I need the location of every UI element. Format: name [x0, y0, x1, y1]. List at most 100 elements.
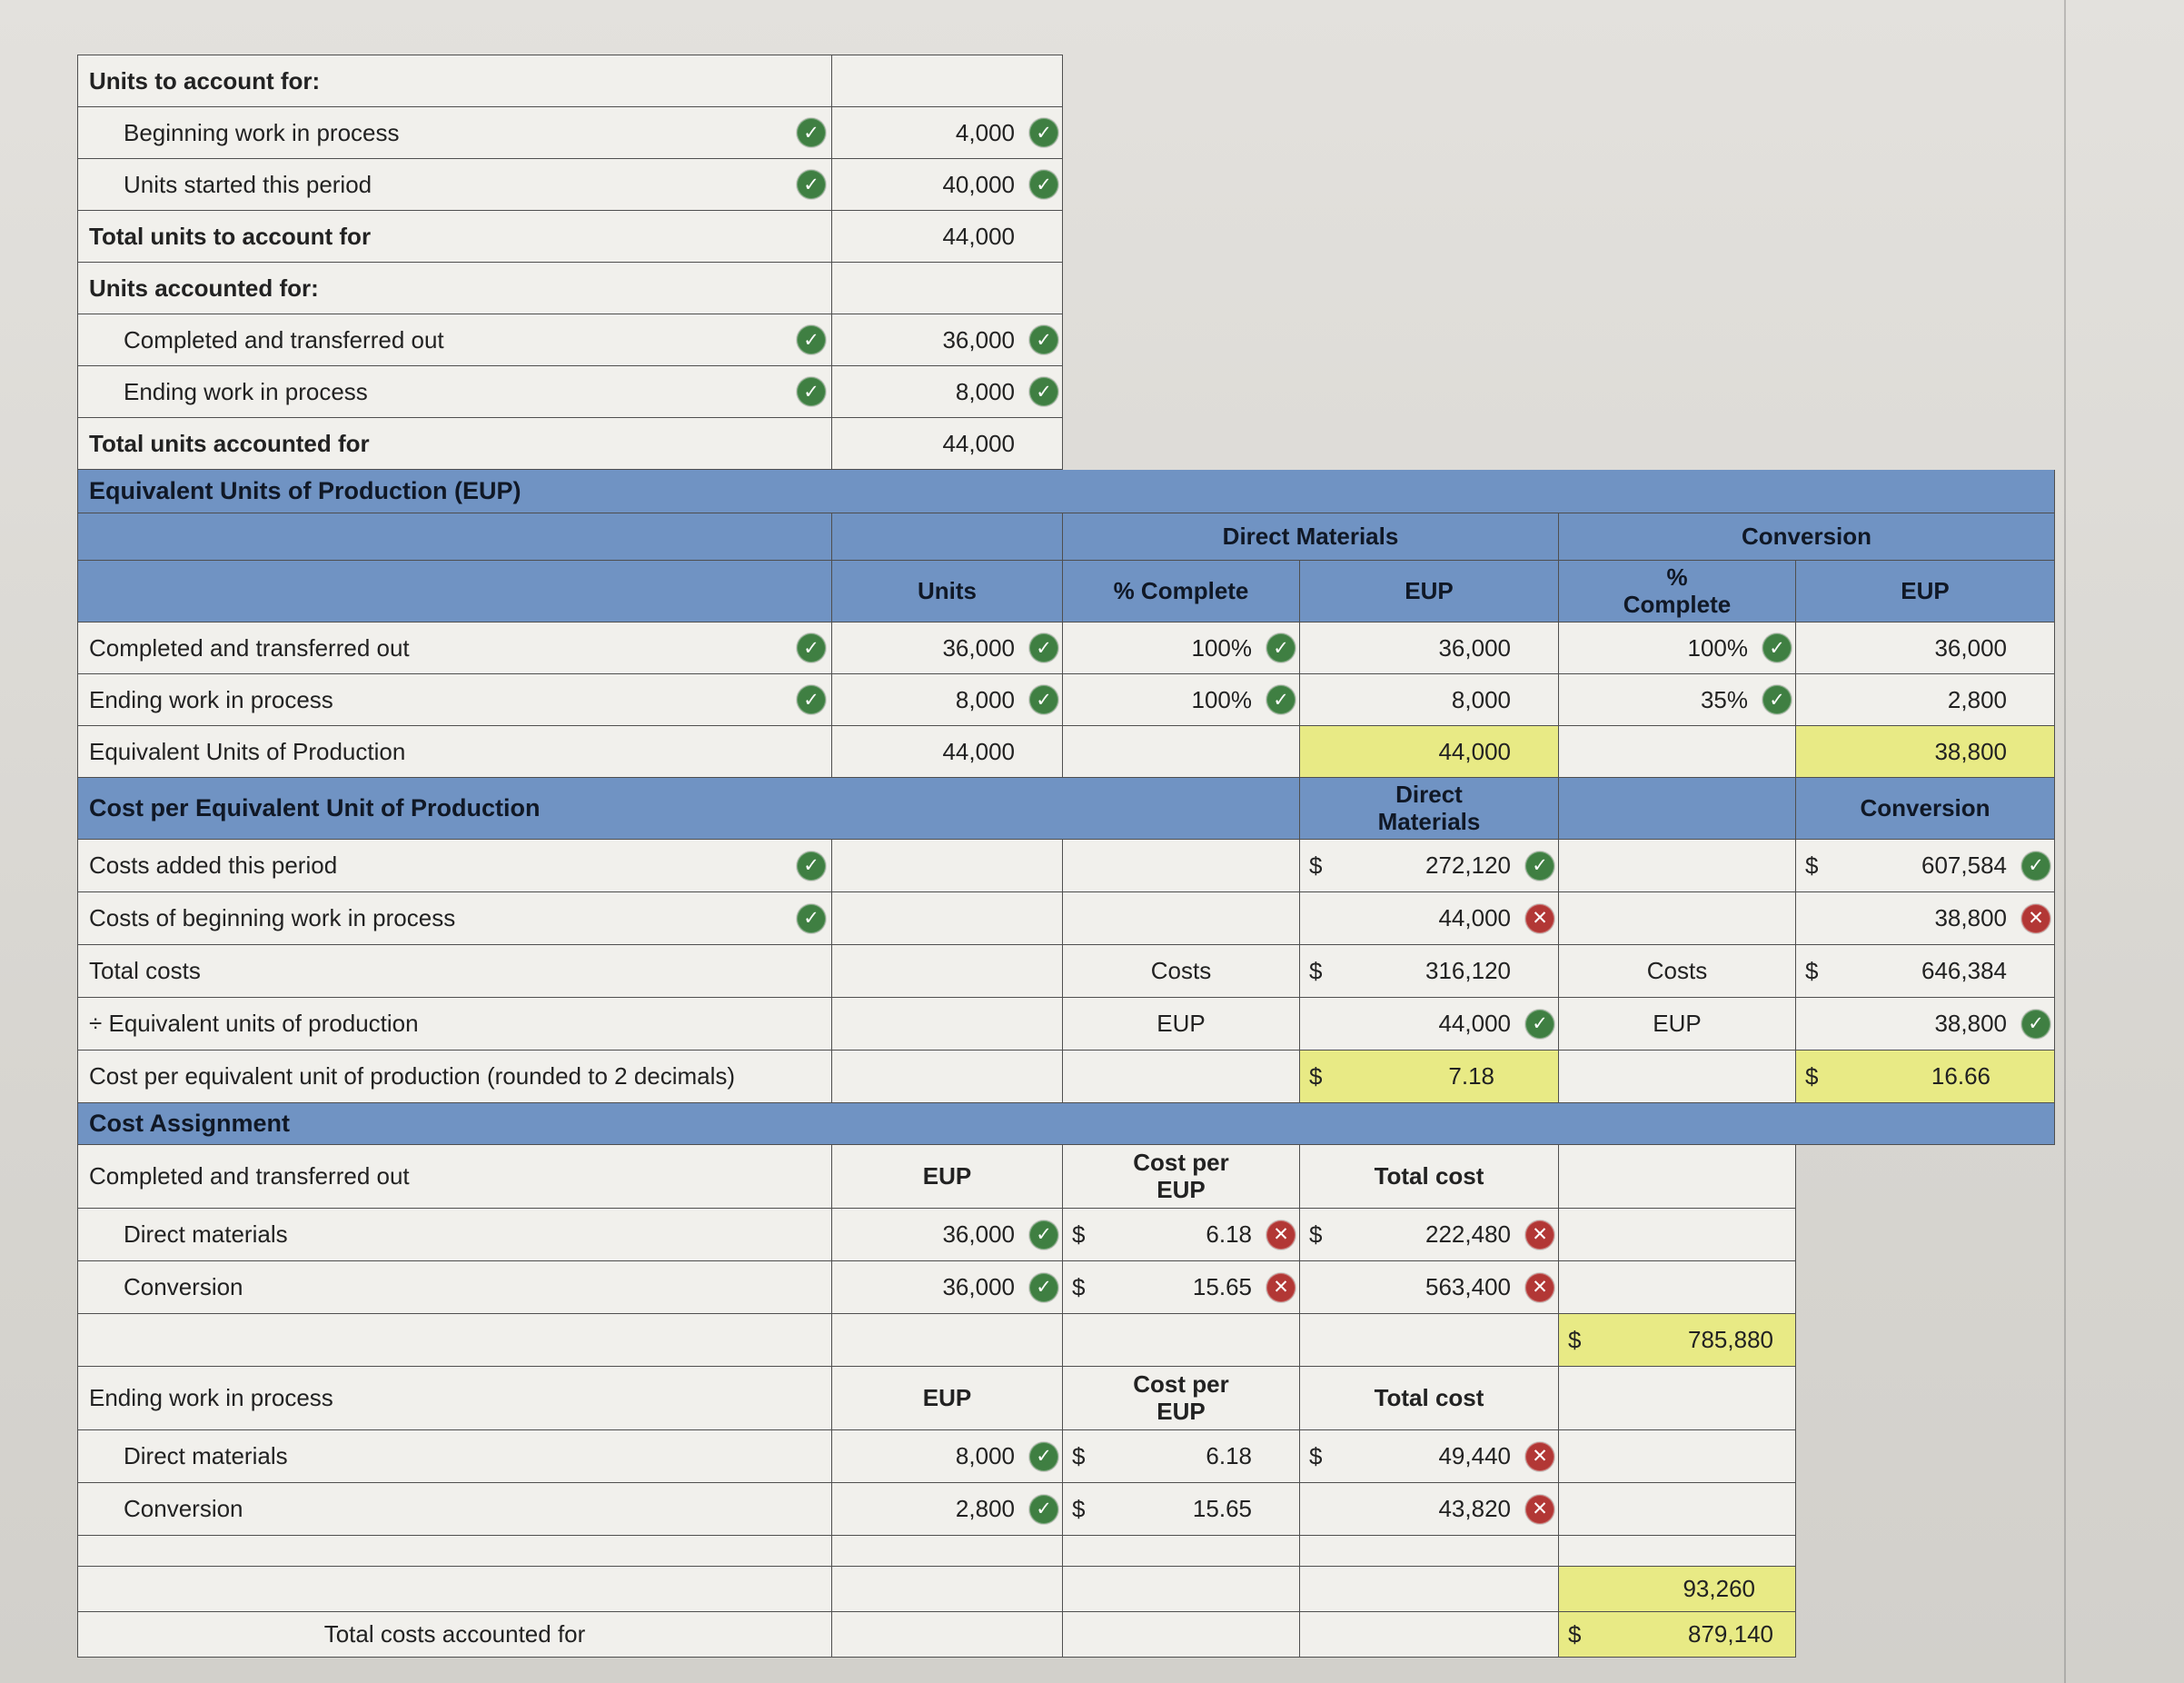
x-icon: ✕ [1525, 903, 1554, 933]
row-label[interactable]: Beginning work in process ✓ [78, 107, 832, 159]
table-row: Conversion 2,800 ✓ $ 15.65 43,820 ✕ [78, 1483, 1796, 1536]
column-header-cost-per-eup: Cost per EUP [1063, 1145, 1300, 1209]
units-value-cell[interactable]: 40,000 ✓ [832, 159, 1063, 211]
units-value-cell [832, 55, 1063, 107]
eup-divisor-cell[interactable]: 38,800 ✓ [1796, 998, 2055, 1051]
eup-section: Equivalent Units of Production (EUP) Dir… [77, 470, 2055, 1145]
empty-cell [1559, 840, 1796, 892]
eup-cell[interactable]: 36,000 ✓ [832, 1261, 1063, 1314]
column-header-eup: EUP [832, 1145, 1063, 1209]
pct-complete-cell[interactable]: 100% ✓ [1559, 622, 1796, 674]
units-value-cell[interactable]: 4,000 ✓ [832, 107, 1063, 159]
empty-cell [832, 998, 1063, 1051]
row-label: Conversion [78, 1261, 832, 1314]
empty-cell [78, 1314, 832, 1367]
cost-cell[interactable]: $ 607,584 ✓ [1796, 840, 2055, 892]
table-row: Total costs Costs $ 316,120 Costs $ 646,… [78, 945, 2055, 998]
eup-divisor-cell[interactable]: 44,000 ✓ [1300, 998, 1559, 1051]
empty-cell [1063, 892, 1300, 945]
row-label[interactable]: Costs of beginning work in process ✓ [78, 892, 832, 945]
empty-cell [1559, 1483, 1796, 1536]
check-icon: ✓ [1029, 1441, 1058, 1471]
row-label: Total costs accounted for [78, 1612, 832, 1658]
check-icon: ✓ [1525, 851, 1554, 881]
total-cost-cell[interactable]: $ 49,440 ✕ [1300, 1430, 1559, 1483]
pct-complete-cell[interactable]: 100% ✓ [1063, 622, 1300, 674]
check-icon: ✓ [797, 903, 826, 933]
row-label[interactable]: Units started this period ✓ [78, 159, 832, 211]
units-cell[interactable]: 36,000 ✓ [832, 622, 1063, 674]
row-label: Total units accounted for [78, 418, 832, 470]
total-cost-cell[interactable]: $ 222,480 ✕ [1300, 1209, 1559, 1261]
eup-total-cell: 38,800 [1796, 726, 2055, 778]
empty-cell [1559, 726, 1796, 778]
table-row: Costs added this period ✓ $ 272,120 ✓ $ … [78, 840, 2055, 892]
empty-cell [1300, 1612, 1559, 1658]
pct-complete-cell[interactable]: 35% ✓ [1559, 674, 1796, 726]
row-label[interactable]: Completed and transferred out ✓ [78, 622, 832, 674]
table-row: Costs of beginning work in process ✓ 44,… [78, 892, 2055, 945]
units-value-cell: 44,000 [832, 211, 1063, 263]
subtotal-row: 93,260 [78, 1567, 1796, 1612]
spacer-row [78, 1536, 1796, 1567]
pct-complete-cell[interactable]: 100% ✓ [1063, 674, 1300, 726]
empty-cell [78, 1567, 832, 1612]
eup-cell[interactable]: 2,800 ✓ [832, 1483, 1063, 1536]
row-label: Total costs [78, 945, 832, 998]
check-icon: ✓ [797, 170, 826, 199]
check-icon: ✓ [1029, 325, 1058, 354]
row-label: Ending work in process [78, 1367, 832, 1430]
x-icon: ✕ [1525, 1441, 1554, 1471]
empty-cell [832, 1612, 1063, 1658]
row-label[interactable]: Ending work in process ✓ [78, 366, 832, 418]
cost-cell[interactable]: $ 272,120 ✓ [1300, 840, 1559, 892]
empty-cell [1063, 1612, 1300, 1658]
row-label: Total units to account for [78, 211, 832, 263]
empty-cell [1559, 1367, 1796, 1430]
units-value-cell[interactable]: 36,000 ✓ [832, 314, 1063, 366]
row-label[interactable]: Ending work in process ✓ [78, 674, 832, 726]
cost-per-eup-cell: $ 6.18 [1063, 1430, 1300, 1483]
check-icon: ✓ [1266, 685, 1296, 714]
dollar-sign: $ [1309, 957, 1323, 984]
dollar-sign: $ [1309, 1062, 1323, 1090]
units-cell[interactable]: 8,000 ✓ [832, 674, 1063, 726]
check-icon: ✓ [2021, 851, 2050, 881]
cost-per-unit-cell: $ 7.18 [1300, 1051, 1559, 1103]
tag-cell: Costs [1559, 945, 1796, 998]
worksheet: Units to account for: Beginning work in … [77, 55, 2055, 1658]
row-label[interactable]: Costs added this period ✓ [78, 840, 832, 892]
check-icon: ✓ [797, 325, 826, 354]
empty-cell [1063, 1051, 1300, 1103]
column-header-pct-complete-conv: % Complete [1559, 561, 1796, 622]
column-header-total-cost: Total cost [1300, 1145, 1559, 1209]
tag-cell: EUP [1559, 998, 1796, 1051]
total-cost-cell[interactable]: 563,400 ✕ [1300, 1261, 1559, 1314]
row-label[interactable]: Completed and transferred out ✓ [78, 314, 832, 366]
dollar-sign: $ [1309, 1220, 1323, 1248]
column-header-eup-conv: EUP [1796, 561, 2055, 622]
cost-cell[interactable]: 38,800 ✕ [1796, 892, 2055, 945]
units-table: Units to account for: Beginning work in … [77, 55, 1063, 470]
dollar-sign: $ [1568, 1620, 1582, 1648]
cost-per-eup-cell[interactable]: $ 6.18 ✕ [1063, 1209, 1300, 1261]
dollar-sign: $ [1072, 1220, 1086, 1248]
eup-cell[interactable]: 36,000 ✓ [832, 1209, 1063, 1261]
section-title: Cost per Equivalent Unit of Production [78, 778, 1300, 840]
cost-per-eup-cell: $ 15.65 [1063, 1483, 1300, 1536]
units-value-cell[interactable]: 8,000 ✓ [832, 366, 1063, 418]
cost-cell[interactable]: 44,000 ✕ [1300, 892, 1559, 945]
cost-per-eup-cell[interactable]: $ 15.65 ✕ [1063, 1261, 1300, 1314]
table-row: Direct materials 36,000 ✓ $ 6.18 ✕ $ 222… [78, 1209, 1796, 1261]
check-icon: ✓ [797, 118, 826, 147]
page-edge-divider [2064, 0, 2066, 1683]
total-cost-cell[interactable]: 43,820 ✕ [1300, 1483, 1559, 1536]
empty-cell [1559, 892, 1796, 945]
eup-cell[interactable]: 8,000 ✓ [832, 1430, 1063, 1483]
check-icon: ✓ [1029, 685, 1058, 714]
table-row: Direct materials 8,000 ✓ $ 6.18 $ 49,440… [78, 1430, 1796, 1483]
row-label: Conversion [78, 1483, 832, 1536]
empty-cell [1559, 1145, 1796, 1209]
tag-cell: EUP [1063, 998, 1300, 1051]
cost-per-unit-cell: $ 16.66 [1796, 1051, 2055, 1103]
